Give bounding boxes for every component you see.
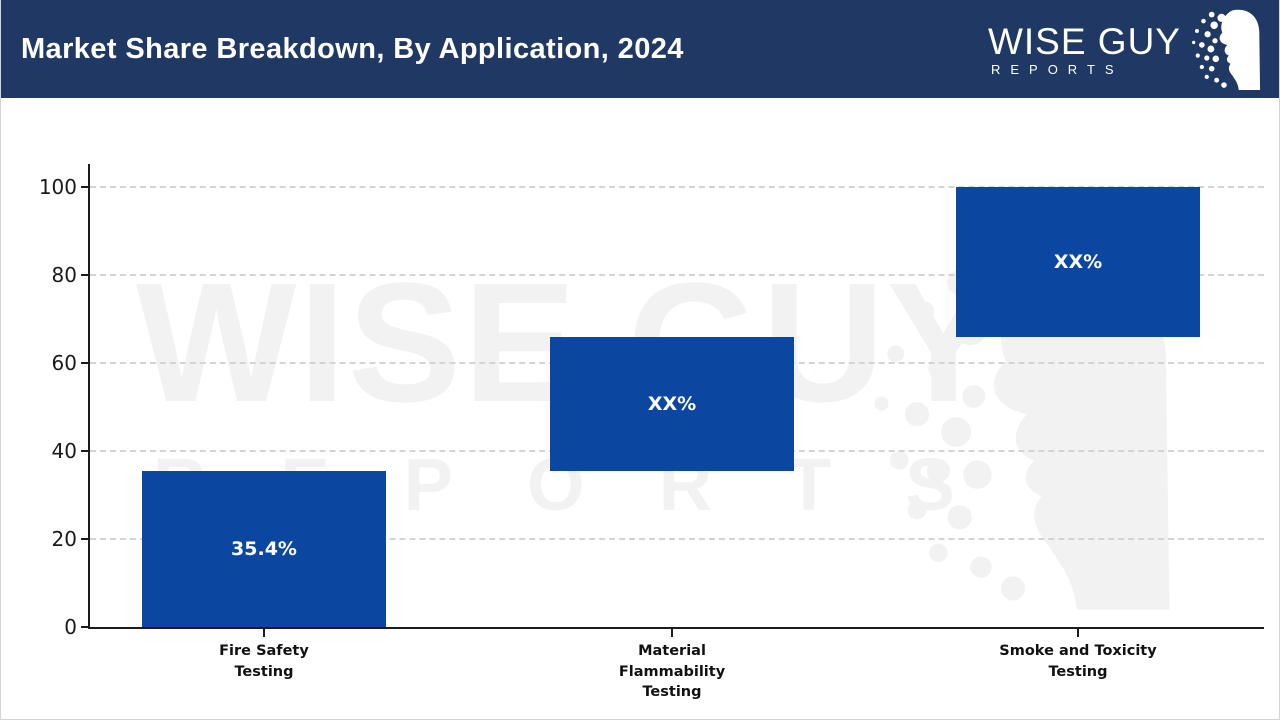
bar-value-label: XX% <box>647 392 697 415</box>
bar-value-label: 35.4% <box>231 538 297 561</box>
y-tick <box>81 186 90 188</box>
x-category-label-material-flammability-testing: Material Flammability Testing <box>522 641 822 703</box>
bar-smoke-and-toxicity-testing: XX% <box>956 187 1200 337</box>
bar-material-flammability-testing: XX% <box>550 336 794 472</box>
gridline <box>90 186 1264 188</box>
page-title: Market Share Breakdown, By Application, … <box>21 32 684 65</box>
y-tick-label: 80 <box>51 263 77 287</box>
x-category-label-fire-safety-testing: Fire Safety Testing <box>114 641 414 682</box>
label-line: Testing <box>234 663 294 680</box>
x-tick <box>263 629 265 637</box>
bar-fire-safety-testing: 35.4% <box>142 471 386 627</box>
y-tick <box>81 450 90 452</box>
gridline <box>90 274 1264 276</box>
y-tick <box>81 362 90 364</box>
gridline <box>90 538 1264 540</box>
brand-subtitle: REPORTS <box>990 61 1124 77</box>
y-axis-line <box>88 164 90 629</box>
y-tick-label: 100 <box>38 175 77 199</box>
bar-value-label: XX% <box>1053 250 1103 273</box>
label-line: Testing <box>642 684 702 700</box>
label-line: Fire Safety <box>219 643 309 659</box>
y-tick-label: 0 <box>64 615 77 639</box>
label-line: Flammability <box>618 663 726 680</box>
y-tick <box>81 626 90 628</box>
y-tick-label: 20 <box>51 527 77 551</box>
label-line: Material <box>638 643 706 659</box>
brand-logo: WISE GUY REPORTS <box>988 8 1261 90</box>
x-tick <box>1077 629 1079 637</box>
x-axis-line <box>88 627 1264 629</box>
y-tick <box>81 274 90 276</box>
y-tick <box>81 538 90 540</box>
label-line: Testing <box>1048 663 1108 680</box>
brand-logo-text: WISE GUY REPORTS <box>988 23 1181 76</box>
y-tick-label: 60 <box>51 351 77 375</box>
brand-face-icon <box>1192 9 1261 90</box>
brand-name: WISE GUY <box>987 20 1181 62</box>
label-line: Smoke and Toxicity <box>999 643 1157 659</box>
header-bar: Market Share Breakdown, By Application, … <box>1 0 1279 98</box>
x-category-label-smoke-and-toxicity-testing: Smoke and Toxicity Testing <box>928 641 1228 682</box>
x-tick <box>671 629 673 637</box>
y-tick-label: 40 <box>51 439 77 463</box>
